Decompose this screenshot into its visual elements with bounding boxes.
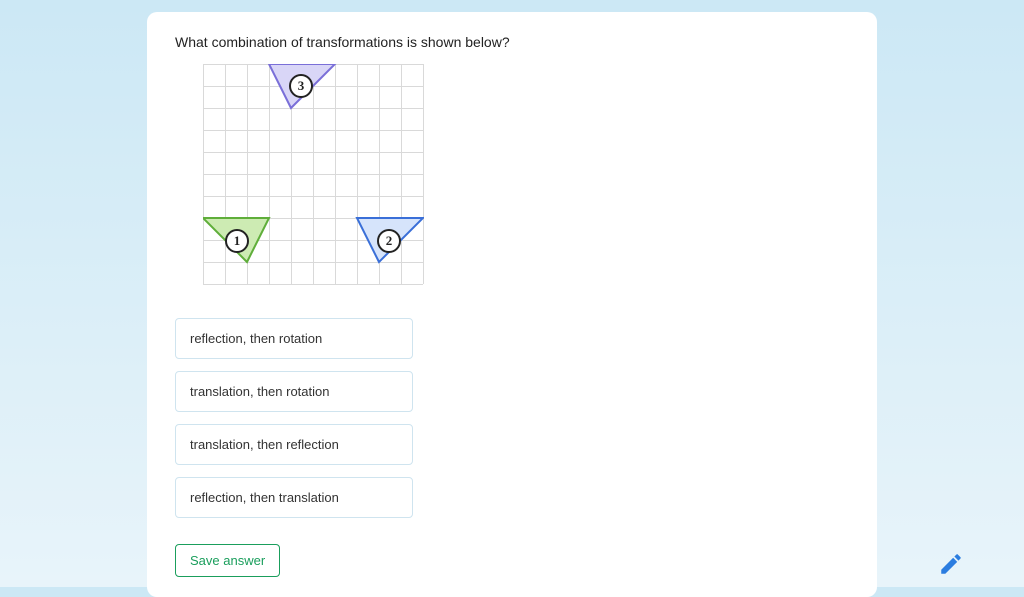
- shape3-label-text: 3: [298, 78, 305, 93]
- answer-option-3[interactable]: translation, then reflection: [175, 424, 413, 465]
- pencil-icon[interactable]: [938, 551, 964, 577]
- save-answer-button[interactable]: Save answer: [175, 544, 280, 577]
- shape2-label-text: 2: [386, 233, 393, 248]
- answer-option-4[interactable]: reflection, then translation: [175, 477, 413, 518]
- grid-svg: 1 2 3: [203, 64, 424, 285]
- question-text: What combination of transformations is s…: [175, 34, 849, 50]
- answer-option-2[interactable]: translation, then rotation: [175, 371, 413, 412]
- shape1-label-text: 1: [234, 233, 241, 248]
- transformation-grid: 1 2 3: [203, 64, 849, 290]
- answer-option-1[interactable]: reflection, then rotation: [175, 318, 413, 359]
- question-card: What combination of transformations is s…: [147, 12, 877, 597]
- answers-container: reflection, then rotation translation, th…: [175, 318, 849, 518]
